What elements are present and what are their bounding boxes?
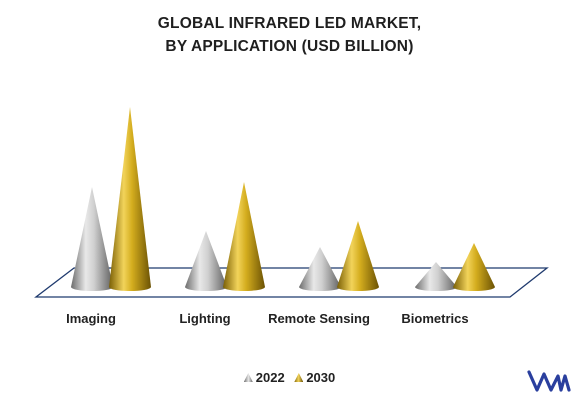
legend-swatch-2030 bbox=[294, 373, 304, 382]
cone-remote-sensing-2030 bbox=[337, 221, 379, 291]
cone-lighting-2022 bbox=[185, 231, 227, 291]
cone-imaging-2030 bbox=[109, 107, 151, 291]
legend-label-2022: 2022 bbox=[255, 370, 285, 385]
category-label-remote-sensing: Remote Sensing bbox=[268, 311, 370, 326]
chart-title-line-2: BY APPLICATION (USD BILLION) bbox=[165, 38, 414, 55]
legend-item-2030: 2030 bbox=[294, 370, 335, 385]
cone-remote-sensing-2022 bbox=[299, 247, 341, 291]
legend-item-2022: 2022 bbox=[243, 370, 285, 385]
cone-imaging-2022 bbox=[71, 187, 113, 291]
category-label-lighting: Lighting bbox=[179, 311, 230, 326]
cone-biometrics-2022 bbox=[415, 262, 457, 291]
cone-biometrics-2030 bbox=[453, 243, 495, 291]
cone-lighting-2030 bbox=[223, 182, 265, 291]
category-label-imaging: Imaging bbox=[66, 311, 116, 326]
chart-title-line-1: GLOBAL INFRARED LED MARKET, bbox=[157, 15, 422, 32]
legend-swatch-2022 bbox=[243, 373, 253, 382]
legend-label-2030: 2030 bbox=[306, 370, 336, 385]
brand-logo-icon bbox=[527, 370, 571, 392]
legend: 2022 2030 bbox=[0, 370, 579, 385]
category-label-biometrics: Biometrics bbox=[401, 311, 468, 326]
chart-floor bbox=[34, 267, 549, 298]
chart-title: GLOBAL INFRARED LED MARKET, BY APPLICATI… bbox=[0, 12, 579, 58]
